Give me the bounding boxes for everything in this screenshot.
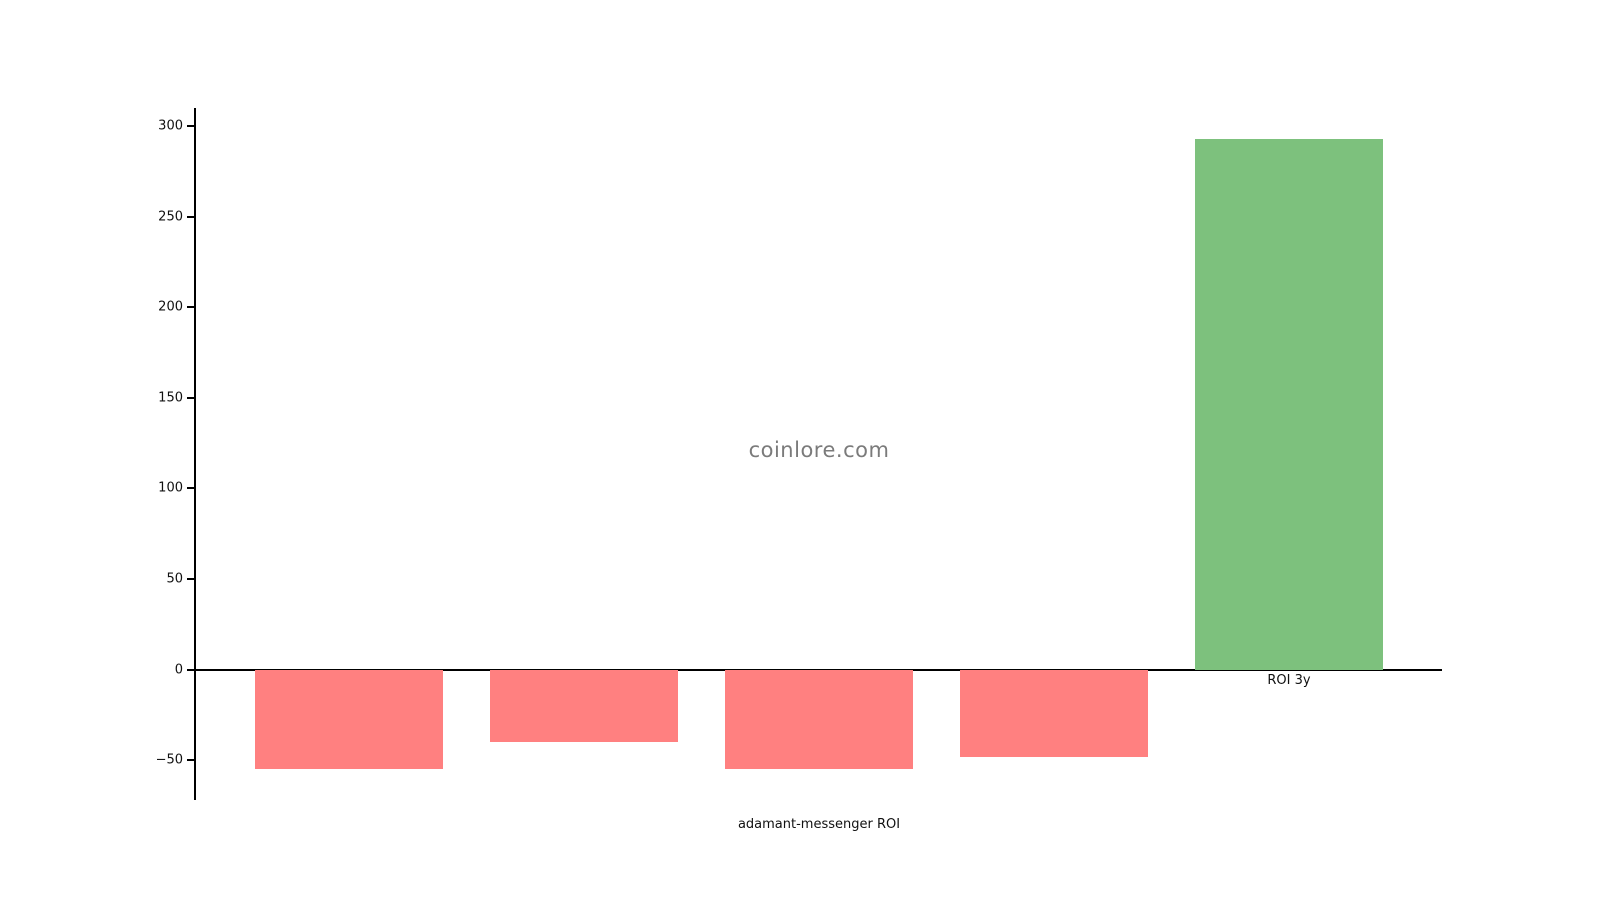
x-axis-title: adamant-messenger ROI [737,817,901,832]
y-tick-mark [187,668,194,671]
bar [1195,138,1383,670]
y-tick-mark [187,487,194,490]
y-tick-mark [187,306,194,309]
y-tick-mark [187,577,194,580]
watermark-text: coinlore.com [748,438,890,462]
bar [490,669,678,743]
y-tick-mark [187,125,194,128]
y-tick-label: 200 [158,299,183,315]
y-axis-spine [194,108,196,800]
y-tick-label: 100 [158,480,183,496]
bar [725,669,913,770]
y-tick-mark [187,759,194,762]
y-tick-label: 50 [166,571,183,587]
bar-category-label: ROI 3y [1267,672,1311,688]
y-tick-label: 250 [158,209,183,225]
y-tick-mark [187,396,194,399]
bar [960,669,1148,757]
y-tick-label: 150 [158,390,183,406]
y-tick-label: 300 [158,118,183,134]
y-tick-label: 0 [174,662,183,678]
y-tick-label: −50 [155,752,183,768]
bar [255,669,443,770]
y-tick-mark [187,215,194,218]
